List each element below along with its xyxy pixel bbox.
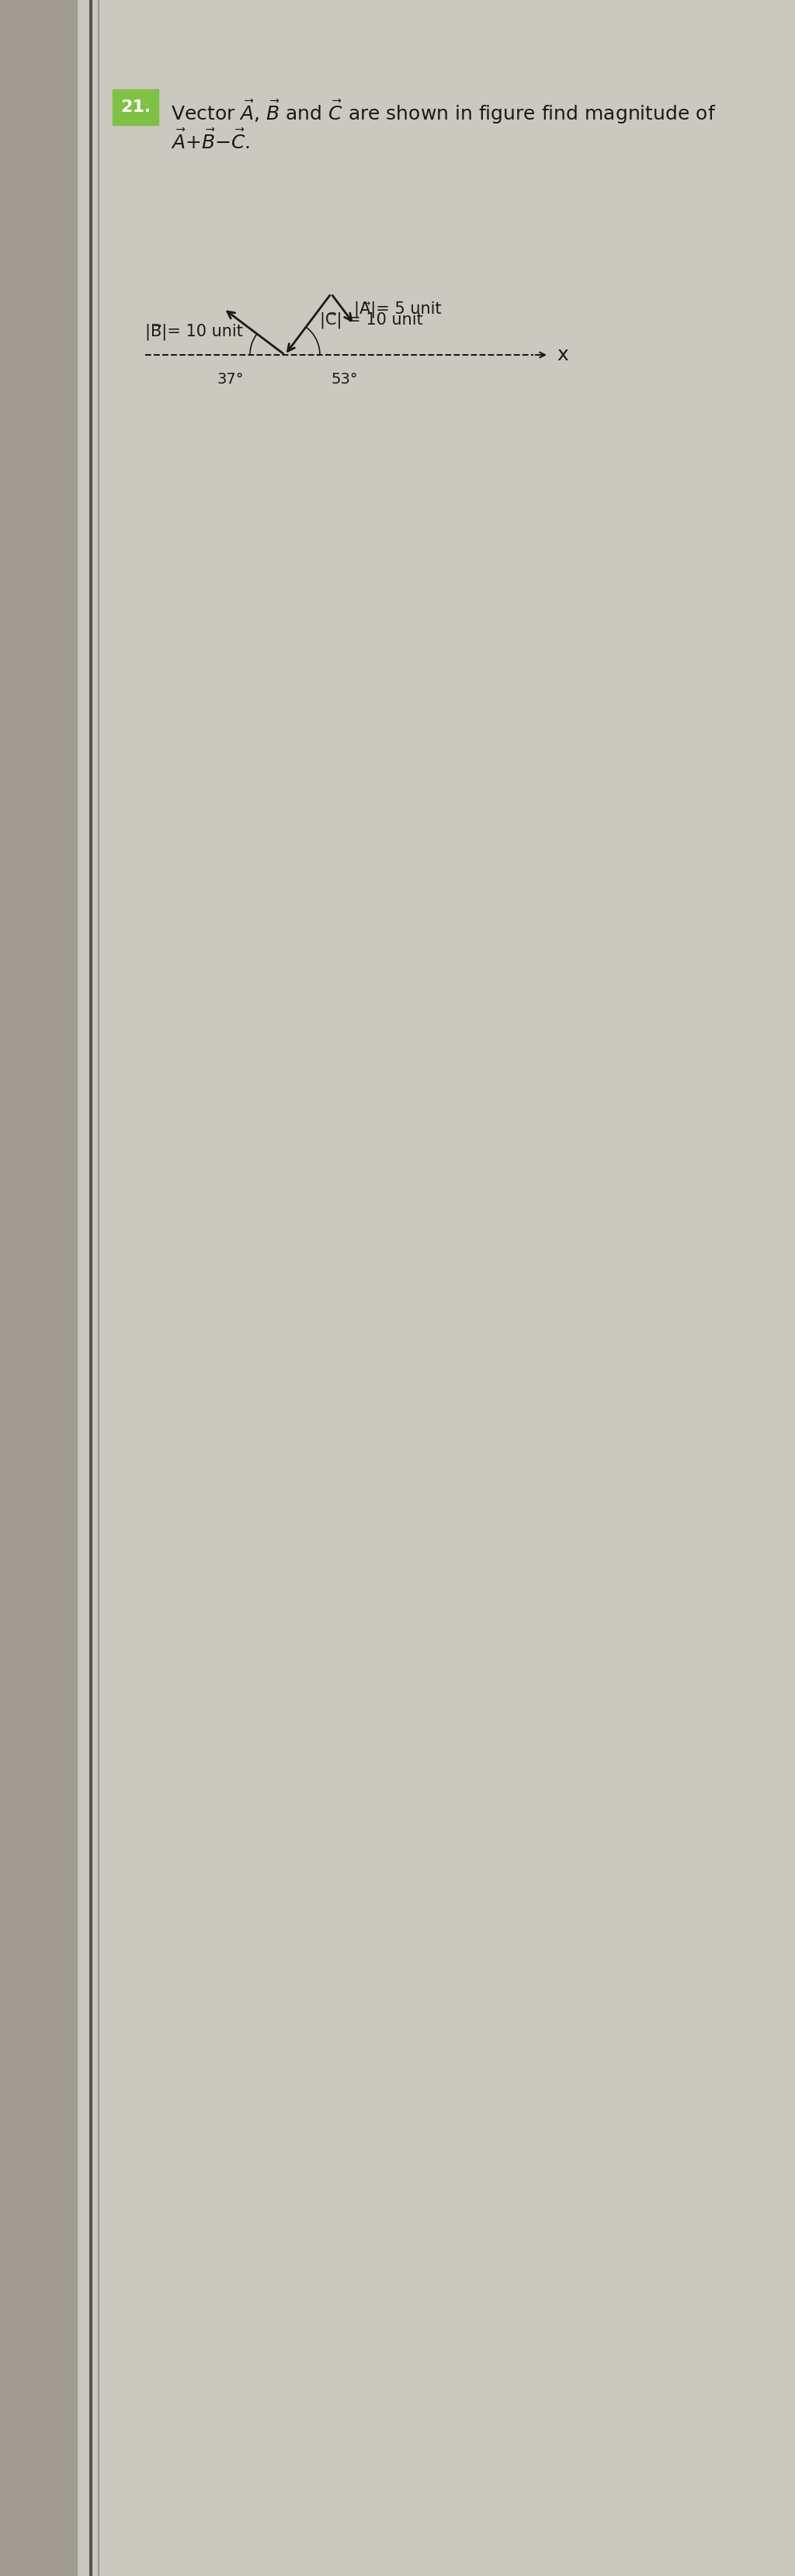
FancyBboxPatch shape — [113, 90, 158, 126]
Text: |B⃗|= 10 unit: |B⃗|= 10 unit — [145, 325, 242, 340]
Text: |A⃗|= 5 unit: |A⃗|= 5 unit — [355, 301, 442, 317]
Text: Vector $\vec{A}$, $\vec{B}$ and $\vec{C}$ are shown in figure find magnitude of : Vector $\vec{A}$, $\vec{B}$ and $\vec{C}… — [171, 98, 716, 152]
Text: 37°: 37° — [217, 371, 244, 386]
Text: 21.: 21. — [120, 100, 151, 116]
Text: 53°: 53° — [332, 371, 359, 386]
Text: x: x — [556, 345, 568, 363]
Text: |C⃗| = 10 unit: |C⃗| = 10 unit — [320, 312, 423, 330]
